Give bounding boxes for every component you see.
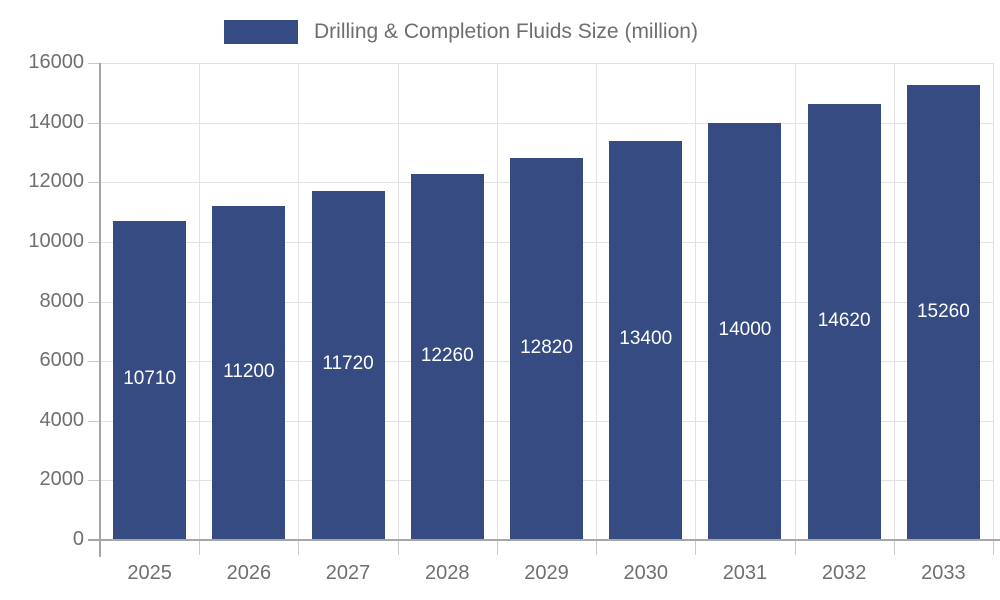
x-axis-tick [397, 540, 399, 555]
x-gridline [496, 63, 498, 540]
legend-swatch [224, 20, 298, 44]
x-axis-category-label: 2029 [524, 562, 569, 584]
bar-value-label: 12260 [420, 345, 474, 367]
x-gridline [893, 63, 895, 540]
y-axis-tick-label: 16000 [28, 51, 84, 73]
x-axis-line [88, 539, 1000, 541]
x-axis-category-label: 2025 [127, 562, 172, 584]
x-axis-tick [199, 540, 201, 555]
bar-value-label: 14000 [718, 319, 772, 341]
y-axis-tick [88, 301, 100, 303]
x-axis-tick [596, 540, 598, 555]
y-axis-tick-label: 12000 [28, 170, 84, 193]
y-axis-tick-label: 8000 [39, 289, 85, 312]
x-axis-tick [794, 540, 796, 555]
y-axis-tick-label: 4000 [39, 408, 85, 431]
x-axis-tick [496, 540, 498, 555]
y-axis-tick [88, 241, 100, 243]
x-gridline [199, 63, 201, 540]
y-gridline [100, 63, 993, 64]
y-gridline [100, 122, 993, 124]
bar-value-label: 12820 [520, 336, 573, 358]
bar-2031[interactable]: 14000 [708, 122, 782, 540]
bar-2027[interactable]: 11720 [311, 190, 385, 540]
x-gridline [695, 63, 697, 540]
bar-2032[interactable]: 14620 [807, 104, 881, 540]
bar-2028[interactable]: 12260 [410, 174, 484, 540]
x-gridline [596, 63, 598, 540]
x-axis-category-label: 2027 [325, 562, 371, 584]
bar-value-label: 13400 [619, 328, 673, 350]
x-axis-tick [298, 540, 300, 555]
y-axis-tick [88, 182, 100, 184]
y-axis-tick-label: 6000 [39, 349, 85, 372]
bar-value-label: 15260 [916, 300, 970, 322]
x-axis-category-label: 2033 [921, 562, 966, 584]
bar-2030[interactable]: 13400 [609, 140, 683, 540]
x-axis-category-label: 2030 [623, 562, 668, 584]
x-axis-category-label: 2032 [821, 562, 867, 584]
x-gridline [397, 63, 399, 540]
y-axis-tick-label: 14000 [28, 110, 84, 133]
bar-value-label: 10710 [123, 368, 177, 390]
y-axis-tick-label: 2000 [39, 468, 85, 491]
x-gridline [298, 63, 300, 540]
x-axis-category-label: 2031 [722, 562, 768, 584]
bar-2025[interactable]: 10710 [113, 220, 187, 540]
y-axis-line [99, 63, 101, 557]
y-axis-tick [88, 361, 100, 363]
x-gridline [794, 63, 796, 540]
y-axis-tick [88, 63, 100, 64]
x-axis-tick [893, 540, 895, 555]
x-axis-category-label: 2026 [226, 562, 272, 584]
bar-2029[interactable]: 12820 [510, 157, 583, 540]
x-axis-category-label: 2028 [425, 562, 470, 584]
bar-value-label: 11200 [223, 361, 275, 383]
y-axis-tick [88, 480, 100, 482]
legend-label: Drilling & Completion Fluids Size (milli… [314, 20, 698, 43]
bar-2033[interactable]: 15260 [906, 85, 980, 540]
bar-2026[interactable]: 11200 [212, 206, 286, 540]
x-axis-tick [993, 540, 994, 555]
bar-value-label: 14620 [817, 310, 871, 332]
x-axis-tick [695, 540, 697, 555]
y-axis-tick-label: 0 [72, 528, 84, 550]
y-axis-tick-label: 10000 [28, 229, 84, 252]
y-axis-tick [88, 122, 100, 124]
legend-item[interactable]: Drilling & Completion Fluids Size (milli… [224, 18, 698, 46]
x-gridline [993, 63, 994, 540]
bar-value-label: 11720 [322, 353, 374, 375]
y-axis-tick [88, 420, 100, 422]
